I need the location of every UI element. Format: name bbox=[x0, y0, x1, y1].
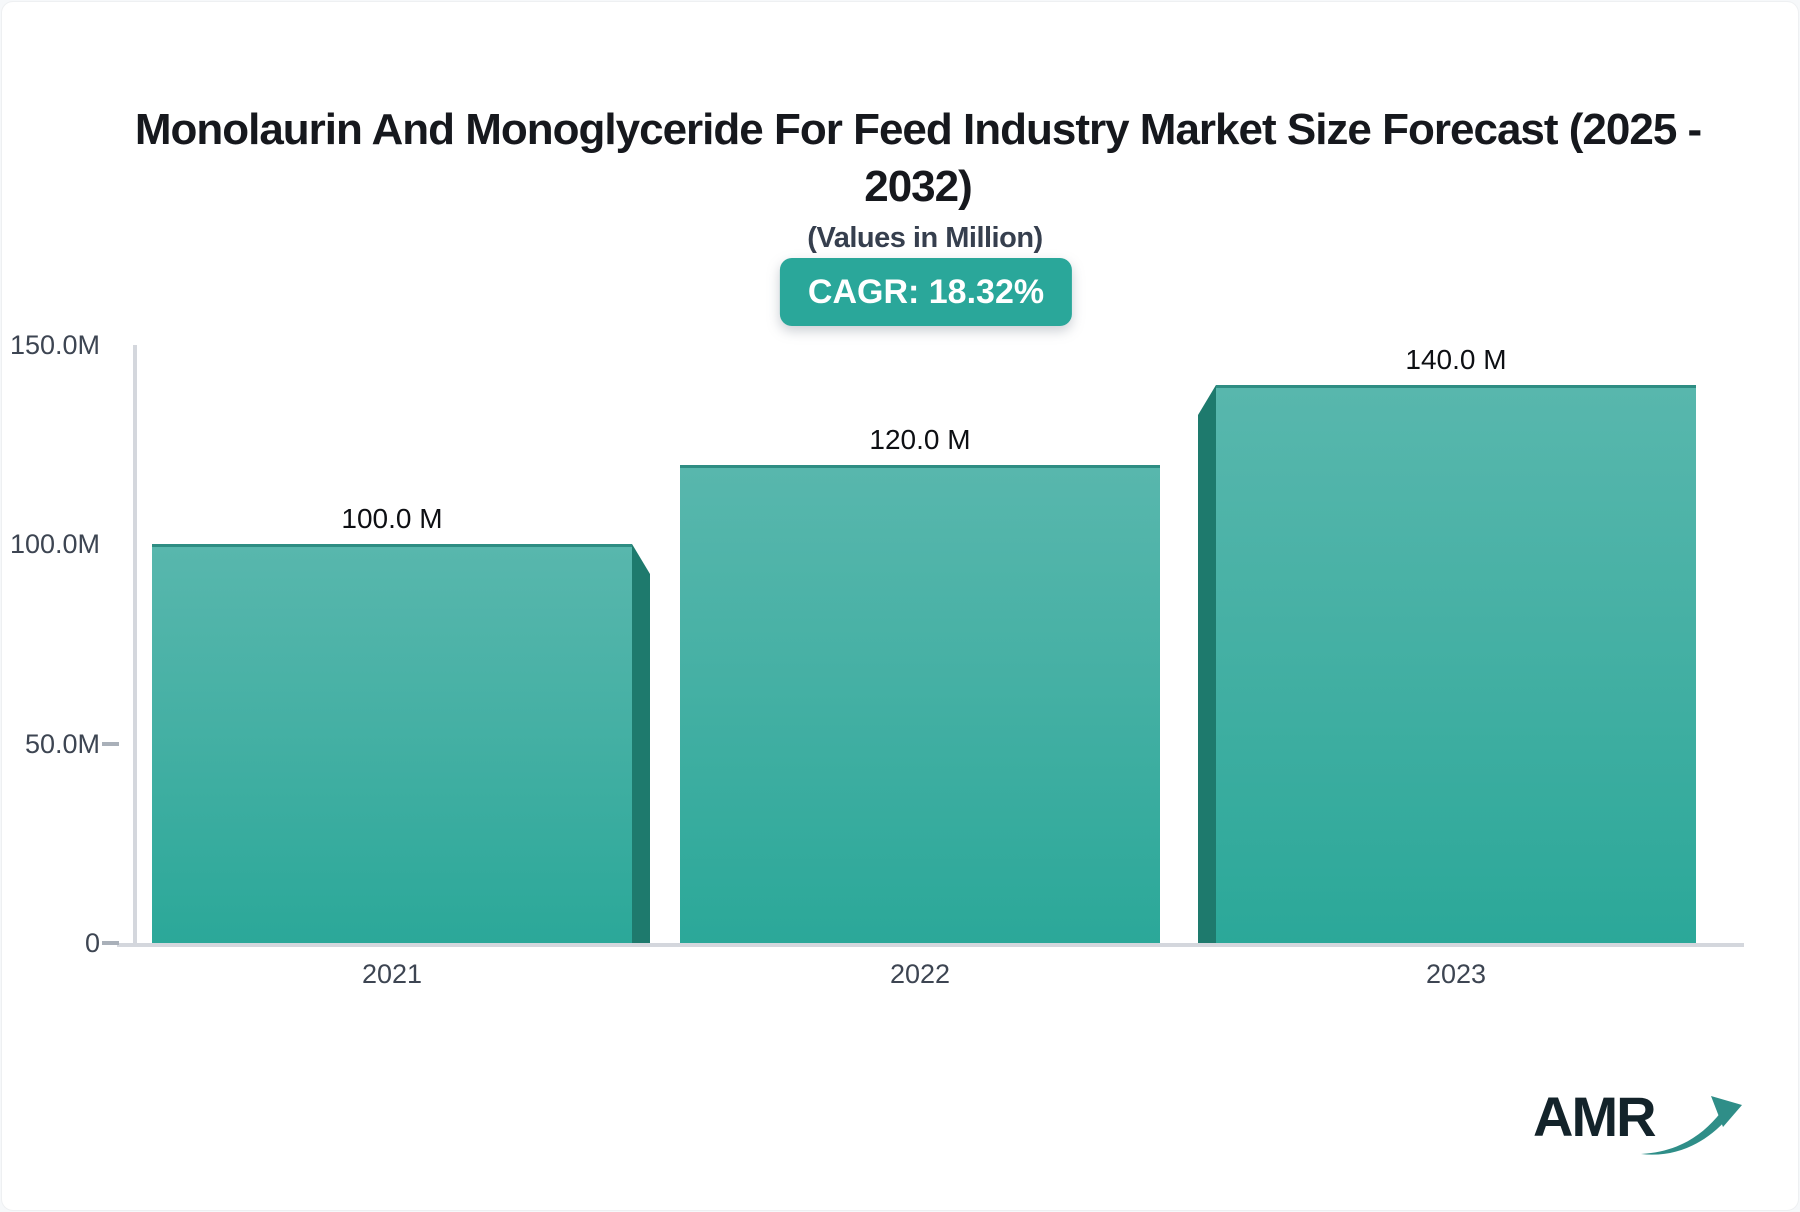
x-axis-line bbox=[117, 943, 1744, 947]
bar-3d-edge bbox=[632, 544, 650, 943]
bar-2021 bbox=[152, 544, 632, 943]
bar-3d-edge bbox=[1198, 385, 1216, 943]
x-axis-label: 2023 bbox=[1425, 959, 1487, 989]
amr-logo: AMR bbox=[1533, 1088, 1745, 1158]
y-tick-label: 0 bbox=[84, 928, 100, 958]
y-tick-label: 150.0M bbox=[9, 330, 100, 360]
bar-value-label: 140.0 M bbox=[1405, 344, 1507, 375]
growth-arrow-icon bbox=[1640, 1096, 1742, 1155]
bar-value-label: 100.0 M bbox=[341, 503, 443, 534]
bar-2022 bbox=[680, 465, 1160, 943]
x-axis-label: 2021 bbox=[361, 959, 423, 989]
y-tick-label: 100.0M bbox=[9, 529, 100, 560]
y-tick-dash bbox=[102, 941, 119, 945]
chart-title-line1: Monolaurin And Monoglyceride For Feed In… bbox=[134, 105, 1702, 154]
amr-logo-text: AMR bbox=[1533, 1085, 1657, 1148]
bar-value-label: 120.0 M bbox=[869, 424, 971, 455]
cagr-badge: CAGR: 18.32% bbox=[779, 258, 1073, 326]
y-tick-dash bbox=[102, 741, 119, 746]
x-axis-label: 2022 bbox=[889, 959, 951, 989]
chart-title-line2: 2032) bbox=[864, 162, 973, 211]
y-axis-line bbox=[133, 345, 137, 943]
y-tick-label: 50.0M bbox=[24, 728, 100, 759]
bar-2023 bbox=[1216, 385, 1696, 943]
chart-subtitle: (Values in Million) bbox=[807, 222, 1043, 254]
